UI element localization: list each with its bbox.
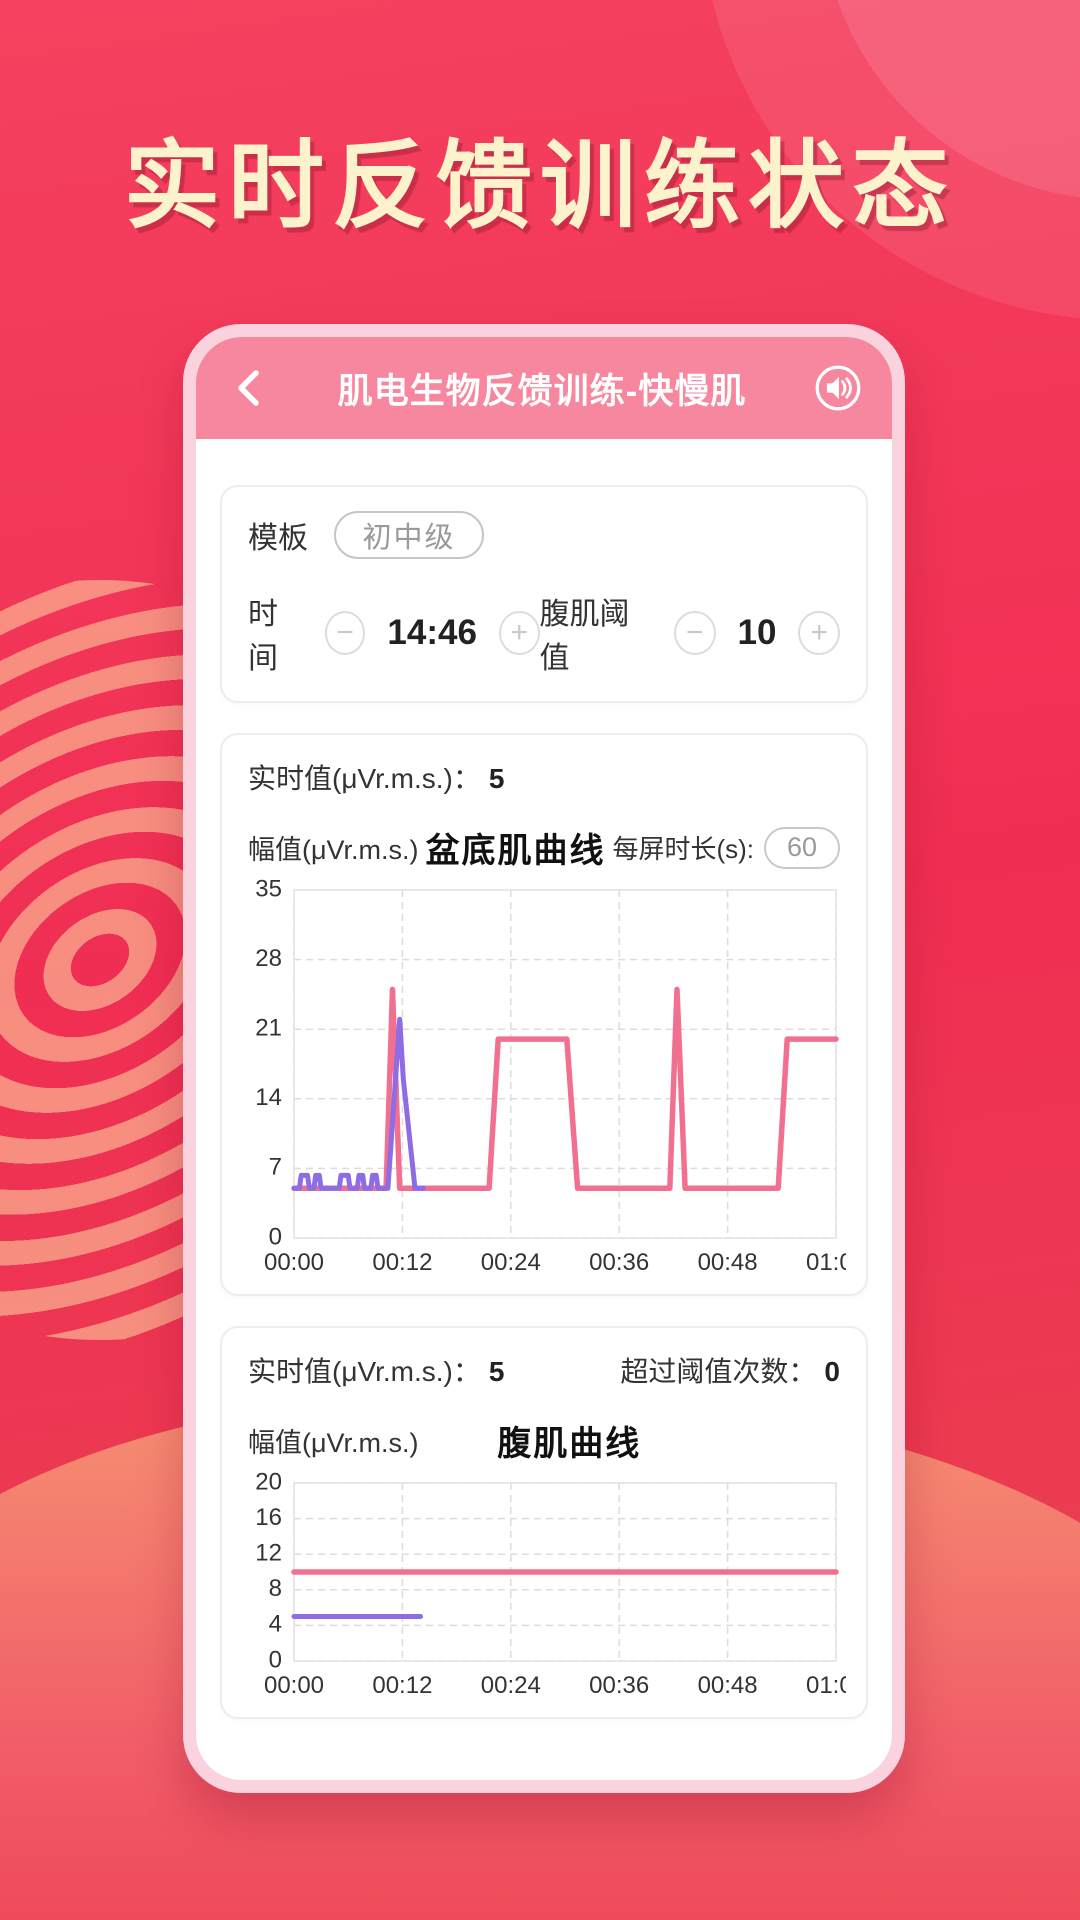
speaker-icon [815,365,861,411]
svg-text:16: 16 [255,1504,282,1531]
pelvic-chart-card: 实时值(μVr.m.s.)： 5 幅值(μVr.m.s.) 盆底肌曲线 每屏时长(… [220,733,868,1296]
phone-body: 肌电生物反馈训练-快慢肌 模板 初中级 [196,337,892,1780]
threshold-value: 10 [737,613,777,652]
exceed-count-label: 超过阈值次数： [620,1356,817,1387]
abdominal-chart-title: 腹肌曲线 [497,1425,642,1463]
screen-title: 肌电生物反馈训练-快慢肌 [337,371,747,411]
svg-text:00:36: 00:36 [589,1672,649,1699]
svg-text:00:36: 00:36 [589,1249,649,1276]
svg-text:00:48: 00:48 [698,1249,758,1276]
svg-text:00:00: 00:00 [264,1249,324,1276]
svg-text:7: 7 [269,1154,282,1181]
pelvic-realtime-value: 实时值(μVr.m.s.)： 5 [248,757,504,797]
exceed-count-number: 0 [824,1356,840,1387]
time-value: 14:46 [387,613,477,652]
svg-text:00:48: 00:48 [698,1672,758,1699]
svg-text:35: 35 [255,878,282,902]
time-minus-button[interactable]: − [324,611,366,655]
template-settings-panel: 模板 初中级 时间 − 14:46 + 腹肌阈值 − 10 [220,485,868,703]
svg-text:28: 28 [255,945,282,972]
svg-text:4: 4 [269,1611,282,1638]
time-plus-button[interactable]: + [498,611,540,655]
pelvic-chart: 0 7 14 21 28 35 00:00 00:12 00:24 00:36 00:48 01:00 [255,878,846,1276]
pelvic-realtime-label: 实时值(μVr.m.s.)： [248,763,481,794]
screen-duration-pill[interactable]: 60 [764,826,840,869]
svg-text:14: 14 [255,1084,282,1111]
page-title: 实时反馈训练状态 [124,133,956,240]
svg-text:21: 21 [255,1015,282,1042]
svg-text:00:00: 00:00 [264,1672,324,1699]
phone-mockup: 肌电生物反馈训练-快慢肌 模板 初中级 [183,324,905,1793]
svg-text:01:00: 01:00 [806,1249,846,1276]
svg-text:00:12: 00:12 [372,1672,432,1699]
threshold-minus-button[interactable]: − [674,611,716,655]
template-label: 模板 [248,522,308,555]
exceed-count: 超过阈值次数： 0 [620,1350,840,1390]
svg-text:00:12: 00:12 [372,1249,432,1276]
abdominal-realtime-value: 实时值(μVr.m.s.)： 5 [248,1350,504,1390]
abdominal-chart-card: 实时值(μVr.m.s.)： 5 超过阈值次数： 0 幅值(μVr.m.s.) 腹肌… [220,1326,868,1719]
pelvic-chart-title: 盆底肌曲线 [425,832,606,870]
abdominal-realtime-number: 5 [488,1356,505,1387]
sound-toggle-button[interactable] [814,364,862,412]
threshold-plus-button[interactable]: + [798,611,840,655]
svg-text:12: 12 [255,1540,282,1567]
svg-text:0: 0 [269,1223,282,1250]
app-header: 肌电生物反馈训练-快慢肌 [196,337,892,439]
svg-text:8: 8 [269,1575,282,1602]
svg-text:0: 0 [269,1646,282,1673]
template-level-pill[interactable]: 初中级 [334,511,484,559]
pelvic-realtime-number: 5 [488,763,505,794]
abdominal-y-axis-label: 幅值(μVr.m.s.) [248,1428,419,1458]
pelvic-y-axis-label: 幅值(μVr.m.s.) [248,835,419,865]
svg-text:01:00: 01:00 [806,1672,846,1699]
time-label: 时间 [248,598,278,675]
screen-duration-label: 每屏时长(s): [612,834,754,864]
svg-text:20: 20 [255,1471,282,1495]
abdominal-realtime-label: 实时值(μVr.m.s.)： [248,1356,481,1387]
chevron-left-icon [238,370,259,406]
svg-text:00:24: 00:24 [481,1249,541,1276]
abdominal-chart: 0 4 8 12 16 20 00:00 00:12 00:24 00:36 00:48 01:00 [255,1471,846,1699]
back-button[interactable] [226,366,270,410]
svg-text:00:24: 00:24 [481,1672,541,1699]
threshold-label: 腹肌阈值 [539,598,630,675]
